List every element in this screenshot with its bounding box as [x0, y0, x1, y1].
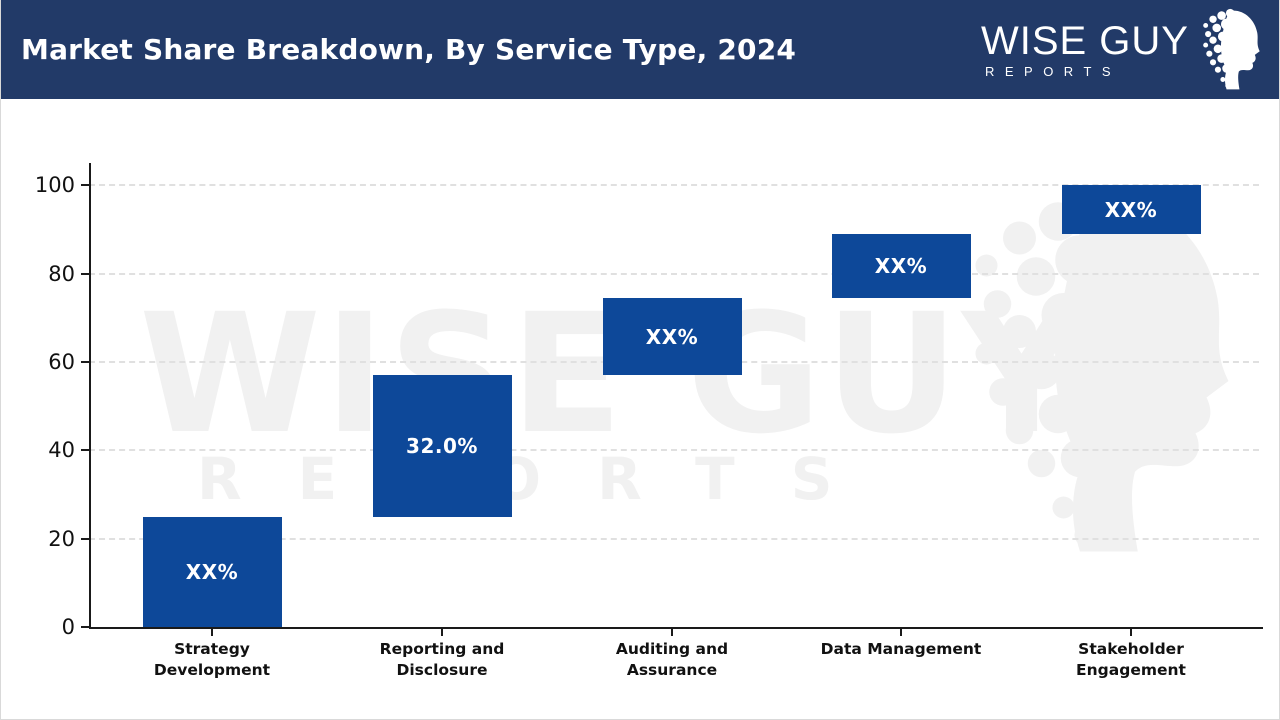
y-axis-tick-label: 20 [48, 526, 75, 551]
bar-value-label: XX% [1104, 197, 1158, 222]
bar-data-management: XX% [831, 233, 971, 298]
bar-value-label: XX% [185, 559, 239, 584]
y-axis-tick-label: 0 [61, 615, 75, 639]
logo-subtitle: REPORTS [984, 63, 1122, 79]
gridline [89, 184, 1259, 187]
y-axis-tick [81, 360, 89, 363]
x-axis-category-label: Reporting and Disclosure [379, 640, 505, 679]
gridline [89, 449, 1259, 452]
y-axis-tick [81, 537, 89, 540]
x-axis-category-label: Auditing and Assurance [615, 640, 729, 679]
y-axis-tick [81, 449, 89, 452]
y-axis-tick [81, 272, 89, 275]
x-axis-category-label: Strategy Development [153, 640, 271, 679]
bar-strategy-development: XX% [142, 516, 282, 627]
bar-stakeholder-engagement: XX% [1061, 185, 1201, 234]
header-bar: Market Share Breakdown, By Service Type,… [1, 0, 1279, 99]
y-axis-tick-label: 40 [48, 438, 75, 463]
x-axis-category-label: Stakeholder Engagement [1076, 640, 1186, 679]
bar-value-label: XX% [645, 324, 699, 349]
wise-guy-logo: WISE GUY REPORTS [981, 7, 1267, 93]
y-axis-tick [81, 184, 89, 187]
watermark-subtitle: REPORTS [197, 445, 889, 513]
x-axis-category-label: Data Management [820, 640, 982, 658]
y-axis-line [89, 163, 91, 629]
x-axis-tick [900, 628, 902, 636]
gridline [89, 537, 1259, 540]
x-axis-tick [671, 628, 673, 636]
bar-value-label: 32.0% [406, 433, 478, 458]
y-axis-tick-label: 100 [34, 173, 75, 198]
bar-reporting-and-disclosure: 32.0% [372, 375, 512, 517]
x-axis-line [89, 627, 1263, 629]
gridline [89, 272, 1259, 275]
page-title: Market Share Breakdown, By Service Type,… [21, 33, 797, 66]
x-axis-tick [1130, 628, 1132, 636]
y-axis-tick [81, 626, 89, 628]
logo-wordmark: WISE GUY [980, 18, 1189, 63]
logo-text: WISE GUY REPORTS [981, 21, 1189, 79]
x-axis-tick [441, 628, 443, 636]
wise-guy-head-icon [1203, 8, 1260, 89]
x-axis-tick [211, 628, 213, 636]
y-axis-tick-label: 60 [48, 349, 75, 374]
bar-auditing-and-assurance: XX% [602, 297, 742, 376]
bar-value-label: XX% [874, 253, 928, 278]
y-axis-tick-label: 80 [48, 261, 75, 286]
